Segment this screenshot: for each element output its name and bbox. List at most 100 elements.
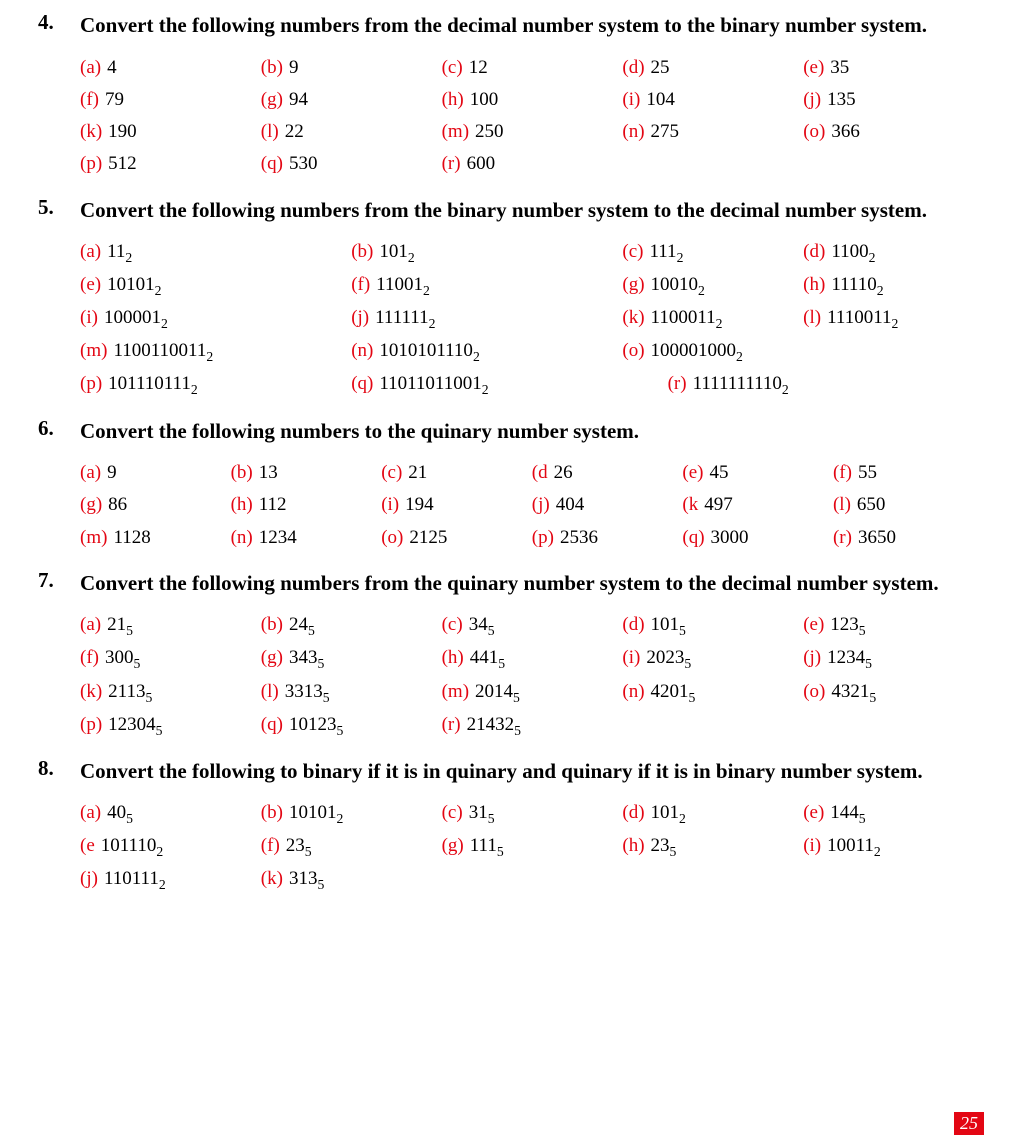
- q5-items: (a)112(b)1012(c)1112(d)11002(e)101012(f)…: [80, 236, 984, 401]
- item-value: 94: [289, 84, 308, 116]
- list-item: (d26: [532, 457, 683, 489]
- item-label: (n): [351, 335, 373, 367]
- item-value: 111102: [831, 269, 883, 302]
- item-value: 35: [830, 52, 849, 84]
- item-value: 20145: [475, 676, 520, 709]
- question-number: 5.: [38, 195, 54, 220]
- item-value: 43215: [831, 676, 876, 709]
- subscript: 5: [145, 689, 152, 704]
- list-item: (e)35: [803, 52, 984, 84]
- item-value: 366: [831, 116, 860, 148]
- item-value: 86: [108, 489, 127, 521]
- item-value: 100: [470, 84, 499, 116]
- item-label: (b): [261, 609, 283, 641]
- item-label: (c): [442, 52, 463, 84]
- subscript: 2: [869, 250, 876, 265]
- list-item: (q) 530: [261, 148, 442, 180]
- item-value: 1011101112: [108, 368, 198, 401]
- subscript: 2: [156, 844, 163, 859]
- subscript: 2: [874, 844, 881, 859]
- q8-items: (a)405(b)101012(c)315(d)1012(e)1445(e101…: [80, 797, 984, 896]
- item-label: (q): [261, 148, 283, 180]
- item-value: 3135: [289, 863, 324, 896]
- item-value: 2125: [409, 522, 447, 554]
- list-item: (h)111102: [803, 269, 984, 302]
- item-label: (o): [381, 522, 403, 554]
- item-value: 55: [858, 457, 877, 489]
- list-item: (k497: [682, 489, 833, 521]
- list-item: (l)22: [261, 116, 442, 148]
- item-label: (g): [261, 84, 283, 116]
- list-item: (g)3435: [261, 642, 442, 675]
- item-label: (n): [622, 116, 644, 148]
- item-value: 1111112: [375, 302, 435, 335]
- subscript: 2: [782, 382, 789, 397]
- list-item: (p)512: [80, 148, 261, 180]
- item-value: 245: [289, 609, 315, 642]
- subscript: 5: [323, 689, 330, 704]
- subscript: 2: [336, 811, 343, 826]
- subscript: 5: [133, 656, 140, 671]
- item-row: (m)11001100112(n)10101011102(o)100001000…: [80, 335, 984, 368]
- item-label: (p): [80, 709, 102, 741]
- subscript: 5: [305, 844, 312, 859]
- list-item: (o) 2125: [381, 522, 532, 554]
- list-item: (n)42015: [622, 676, 803, 709]
- item-label: (j): [532, 489, 550, 521]
- item-label: (n): [231, 522, 253, 554]
- item-value: 135: [827, 84, 856, 116]
- item-label: (l): [833, 489, 851, 521]
- subscript: 5: [869, 689, 876, 704]
- question-text: Convert the following numbers to the qui…: [80, 416, 984, 448]
- item-label: (e): [803, 797, 824, 829]
- subscript: 5: [317, 656, 324, 671]
- item-value: 215: [107, 609, 133, 642]
- item-value: 1012: [651, 797, 686, 830]
- item-label: (o): [803, 676, 825, 708]
- list-item: (k)190: [80, 116, 261, 148]
- item-label: (q): [261, 709, 283, 741]
- item-value: 190: [108, 116, 137, 148]
- list-item: (k)11000112: [622, 302, 803, 335]
- question-5: 5. Convert the following numbers from th…: [80, 195, 984, 402]
- list-item: (q)110110110012: [351, 368, 667, 401]
- list-item: (p) 1011101112: [80, 368, 351, 401]
- item-label: (d): [622, 609, 644, 641]
- list-item: (f)235: [261, 830, 442, 863]
- item-value: 9: [289, 52, 299, 84]
- list-item: (h)112: [231, 489, 382, 521]
- item-label: (c): [622, 236, 643, 268]
- item-value: 42015: [651, 676, 696, 709]
- item-label: (h): [622, 830, 644, 862]
- item-value: 11002: [831, 236, 875, 269]
- item-label: (i): [381, 489, 399, 521]
- item-label: (i): [803, 830, 821, 862]
- list-item: (e)1445: [803, 797, 984, 830]
- item-label: (p): [80, 368, 102, 400]
- list-item: (i)20235: [622, 642, 803, 675]
- item-label: (g): [622, 269, 644, 301]
- item-label: (q): [682, 522, 704, 554]
- item-row: (p) 1011101112 (q)110110110012(r)111111111…: [80, 368, 984, 401]
- item-value: 530: [289, 148, 318, 180]
- list-item: (r)11111111102: [668, 368, 984, 401]
- list-item: (m)11001100112: [80, 335, 351, 368]
- item-row: (a)112(b)1012(c)1112(d)11002: [80, 236, 984, 269]
- item-value: 235: [651, 830, 677, 863]
- subscript: 5: [689, 689, 696, 704]
- question-text: Convert the following numbers from the b…: [80, 195, 984, 227]
- subscript: 2: [125, 250, 132, 265]
- item-value: 22: [285, 116, 304, 148]
- item-value: 11100112: [827, 302, 898, 335]
- question-number: 7.: [38, 568, 54, 593]
- item-label: (r): [442, 709, 461, 741]
- item-label: (r): [442, 148, 461, 180]
- item-value: 1015: [651, 609, 686, 642]
- item-label: (b): [231, 457, 253, 489]
- list-item: (o)366: [803, 116, 984, 148]
- item-value: 11111111102: [693, 368, 789, 401]
- list-item: (e)1235: [803, 609, 984, 642]
- subscript: 2: [877, 283, 884, 298]
- item-label: (r): [833, 522, 852, 554]
- item-label: (f): [261, 830, 280, 862]
